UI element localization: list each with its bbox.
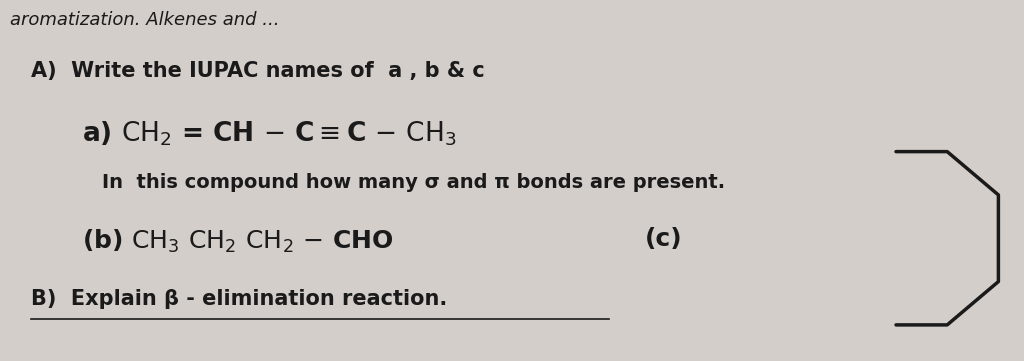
- Text: (b) $\mathrm{CH_3}$ $\mathrm{CH_2}$ $\mathrm{CH_2}$ $-$ CHO: (b) $\mathrm{CH_3}$ $\mathrm{CH_2}$ $\ma…: [82, 227, 393, 255]
- Text: (c): (c): [645, 227, 683, 251]
- Text: A)  Write the IUPAC names of  a , b & c: A) Write the IUPAC names of a , b & c: [31, 61, 484, 81]
- Text: aromatization. Alkenes and ...: aromatization. Alkenes and ...: [10, 11, 280, 29]
- Text: B)  Explain β - elimination reaction.: B) Explain β - elimination reaction.: [31, 289, 446, 309]
- Text: a) $\mathrm{CH_2}$ = CH $-$ C$\equiv$C $-$ $\mathrm{CH_3}$: a) $\mathrm{CH_2}$ = CH $-$ C$\equiv$C $…: [82, 119, 457, 148]
- Text: In  this compound how many σ and π bonds are present.: In this compound how many σ and π bonds …: [102, 173, 726, 192]
